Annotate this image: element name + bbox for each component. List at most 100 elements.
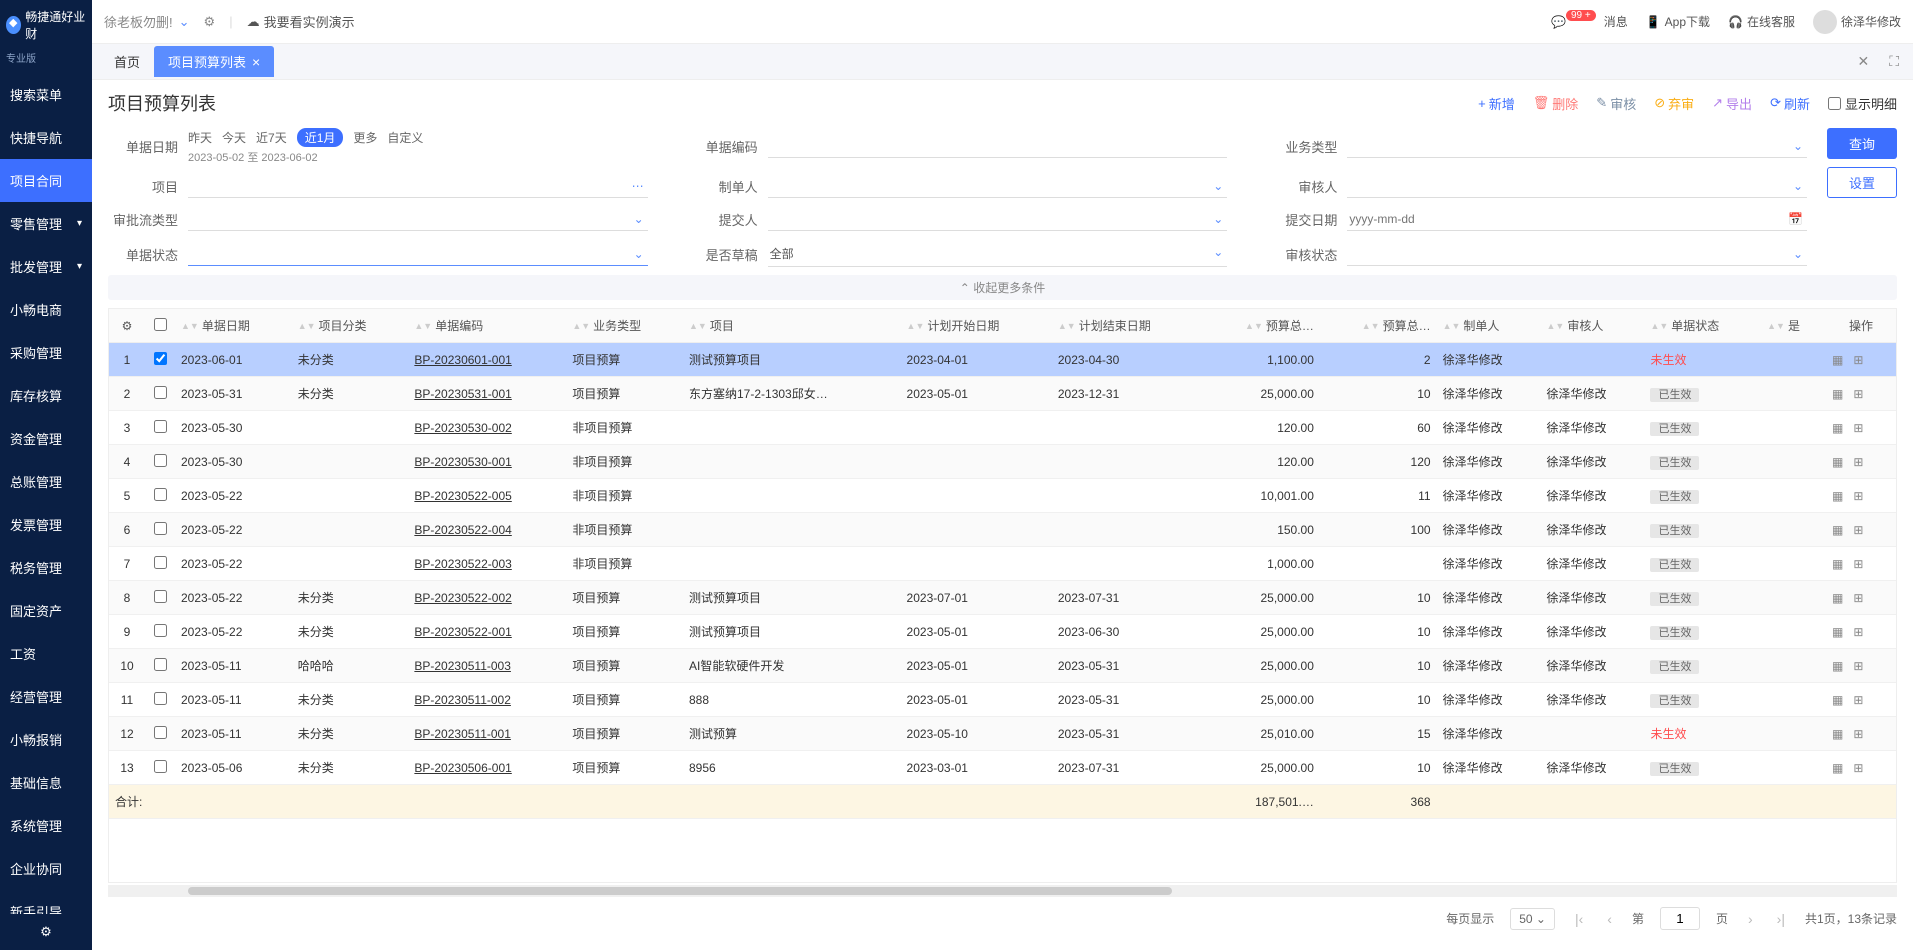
table-row[interactable]: 10 2023-05-11 哈哈哈 BP-20230511-003 项目预算 A… <box>109 649 1896 683</box>
col-status[interactable]: ▲▼单据状态 <box>1644 309 1761 343</box>
more-icon[interactable]: ⊞ <box>1853 557 1863 571</box>
view-icon[interactable]: ▦ <box>1832 693 1843 707</box>
view-icon[interactable]: ▦ <box>1832 557 1843 571</box>
more-icon[interactable]: ⊞ <box>1853 693 1863 707</box>
sidebar-item[interactable]: 税务管理 <box>0 546 92 589</box>
cell-code-link[interactable]: BP-20230511-001 <box>414 727 511 741</box>
setting-button[interactable]: 设置 <box>1827 167 1897 198</box>
first-page-button[interactable]: |‹ <box>1571 911 1587 927</box>
abandon-button[interactable]: ⊘弃审 <box>1654 94 1694 113</box>
filter-code-input[interactable] <box>768 135 1228 158</box>
view-icon[interactable]: ▦ <box>1832 659 1843 673</box>
col-total2[interactable]: ▲▼预算总… <box>1320 309 1437 343</box>
service-button[interactable]: 🎧 在线客服 <box>1728 13 1795 30</box>
add-button[interactable]: +新增 <box>1478 94 1515 113</box>
col-end[interactable]: ▲▼计划结束日期 <box>1052 309 1203 343</box>
more-icon[interactable]: ⊞ <box>1853 659 1863 673</box>
fullscreen-icon[interactable]: ⛶ <box>1883 51 1905 72</box>
table-row[interactable]: 4 2023-05-30 BP-20230530-001 非项目预算 120.0… <box>109 445 1896 479</box>
col-category[interactable]: ▲▼项目分类 <box>292 309 409 343</box>
sidebar-item[interactable]: 项目合同 <box>0 159 92 202</box>
table-row[interactable]: 7 2023-05-22 BP-20230522-003 非项目预算 1,000… <box>109 547 1896 581</box>
view-icon[interactable]: ▦ <box>1832 591 1843 605</box>
sidebar-item[interactable]: 批发管理▾ <box>0 245 92 288</box>
sidebar-item[interactable]: 总账管理 <box>0 460 92 503</box>
table-row[interactable]: 3 2023-05-30 BP-20230530-002 非项目预算 120.0… <box>109 411 1896 445</box>
view-icon[interactable]: ▦ <box>1832 523 1843 537</box>
company-select[interactable]: 徐老板勿删! ⌄ <box>104 12 190 31</box>
col-start[interactable]: ▲▼计划开始日期 <box>901 309 1052 343</box>
cell-code-link[interactable]: BP-20230601-001 <box>414 353 511 367</box>
sidebar-item[interactable]: 小畅电商 <box>0 288 92 331</box>
sidebar-item[interactable]: 基础信息 <box>0 761 92 804</box>
row-checkbox[interactable] <box>154 454 167 467</box>
table-row[interactable]: 2 2023-05-31 未分类 BP-20230531-001 项目预算 东方… <box>109 377 1896 411</box>
more-icon[interactable]: ⊞ <box>1853 625 1863 639</box>
more-icon[interactable]: ⊞ <box>1853 455 1863 469</box>
sidebar-item[interactable]: 快捷导航 <box>0 116 92 159</box>
download-button[interactable]: 📱 App下载 <box>1646 13 1710 30</box>
sidebar-item[interactable]: 工资 <box>0 632 92 675</box>
detail-checkbox[interactable]: 显示明细 <box>1828 94 1897 113</box>
filter-status-input[interactable]: ⌄ <box>188 243 648 266</box>
message-button[interactable]: 💬 99 + 消息 <box>1551 13 1628 30</box>
row-checkbox[interactable] <box>154 488 167 501</box>
date-month[interactable]: 近1月 <box>297 128 344 147</box>
tab-current[interactable]: 项目预算列表 × <box>154 46 274 77</box>
tab-home[interactable]: 首页 <box>100 46 154 77</box>
detail-checkbox-input[interactable] <box>1828 97 1841 110</box>
sidebar-item[interactable]: 企业协同 <box>0 847 92 890</box>
filter-submitter-input[interactable]: ⌄ <box>768 208 1228 231</box>
page-size-select[interactable]: 50 ⌄ <box>1510 908 1555 930</box>
filter-auditstatus-input[interactable]: ⌄ <box>1347 243 1807 266</box>
settings-icon[interactable]: ⚙ <box>0 914 92 950</box>
col-date[interactable]: ▲▼单据日期 <box>175 309 292 343</box>
table-row[interactable]: 12 2023-05-11 未分类 BP-20230511-001 项目预算 测… <box>109 717 1896 751</box>
filter-project-input[interactable]: ⋯ <box>188 175 648 198</box>
export-button[interactable]: ↗导出 <box>1712 94 1752 113</box>
sidebar-item[interactable]: 新手引导 <box>0 890 92 914</box>
tab-close-all-icon[interactable]: ✕ <box>1851 51 1875 72</box>
sidebar-item[interactable]: 经营管理 <box>0 675 92 718</box>
view-icon[interactable]: ▦ <box>1832 455 1843 469</box>
cell-code-link[interactable]: BP-20230511-003 <box>414 659 511 673</box>
col-gear[interactable]: ⚙ <box>109 309 145 343</box>
more-icon[interactable]: ⊞ <box>1853 727 1863 741</box>
prev-page-button[interactable]: ‹ <box>1603 911 1616 927</box>
col-project[interactable]: ▲▼项目 <box>683 309 901 343</box>
cell-code-link[interactable]: BP-20230530-002 <box>414 421 511 435</box>
date-more[interactable]: 更多 <box>353 129 377 146</box>
row-checkbox[interactable] <box>154 352 167 365</box>
sidebar-item[interactable]: 零售管理▾ <box>0 202 92 245</box>
table-row[interactable]: 13 2023-05-06 未分类 BP-20230506-001 项目预算 8… <box>109 751 1896 785</box>
view-icon[interactable]: ▦ <box>1832 489 1843 503</box>
cell-code-link[interactable]: BP-20230530-001 <box>414 455 511 469</box>
filter-flow-input[interactable]: ⌄ <box>188 208 648 231</box>
last-page-button[interactable]: ›| <box>1773 911 1789 927</box>
row-checkbox[interactable] <box>154 760 167 773</box>
col-checkbox[interactable] <box>145 309 175 343</box>
more-icon[interactable]: ⊞ <box>1853 761 1863 775</box>
row-checkbox[interactable] <box>154 692 167 705</box>
more-icon[interactable]: ⊞ <box>1853 591 1863 605</box>
cell-code-link[interactable]: BP-20230531-001 <box>414 387 511 401</box>
sidebar-item[interactable]: 资金管理 <box>0 417 92 460</box>
query-button[interactable]: 查询 <box>1827 128 1897 159</box>
table-row[interactable]: 6 2023-05-22 BP-20230522-004 非项目预算 150.0… <box>109 513 1896 547</box>
row-checkbox[interactable] <box>154 590 167 603</box>
view-icon[interactable]: ▦ <box>1832 625 1843 639</box>
cell-code-link[interactable]: BP-20230522-001 <box>414 625 511 639</box>
more-icon[interactable]: ⊞ <box>1853 523 1863 537</box>
next-page-button[interactable]: › <box>1744 911 1757 927</box>
date-custom[interactable]: 自定义 <box>387 129 423 146</box>
table-row[interactable]: 8 2023-05-22 未分类 BP-20230522-002 项目预算 测试… <box>109 581 1896 615</box>
col-maker[interactable]: ▲▼制单人 <box>1437 309 1541 343</box>
row-checkbox[interactable] <box>154 726 167 739</box>
row-checkbox[interactable] <box>154 420 167 433</box>
user-menu[interactable]: 徐泽华修改 <box>1813 10 1901 34</box>
sidebar-item[interactable]: 发票管理 <box>0 503 92 546</box>
more-icon[interactable]: ⊞ <box>1853 387 1863 401</box>
table-row[interactable]: 1 2023-06-01 未分类 BP-20230601-001 项目预算 测试… <box>109 343 1896 377</box>
view-icon[interactable]: ▦ <box>1832 421 1843 435</box>
table-row[interactable]: 11 2023-05-11 未分类 BP-20230511-002 项目预算 8… <box>109 683 1896 717</box>
